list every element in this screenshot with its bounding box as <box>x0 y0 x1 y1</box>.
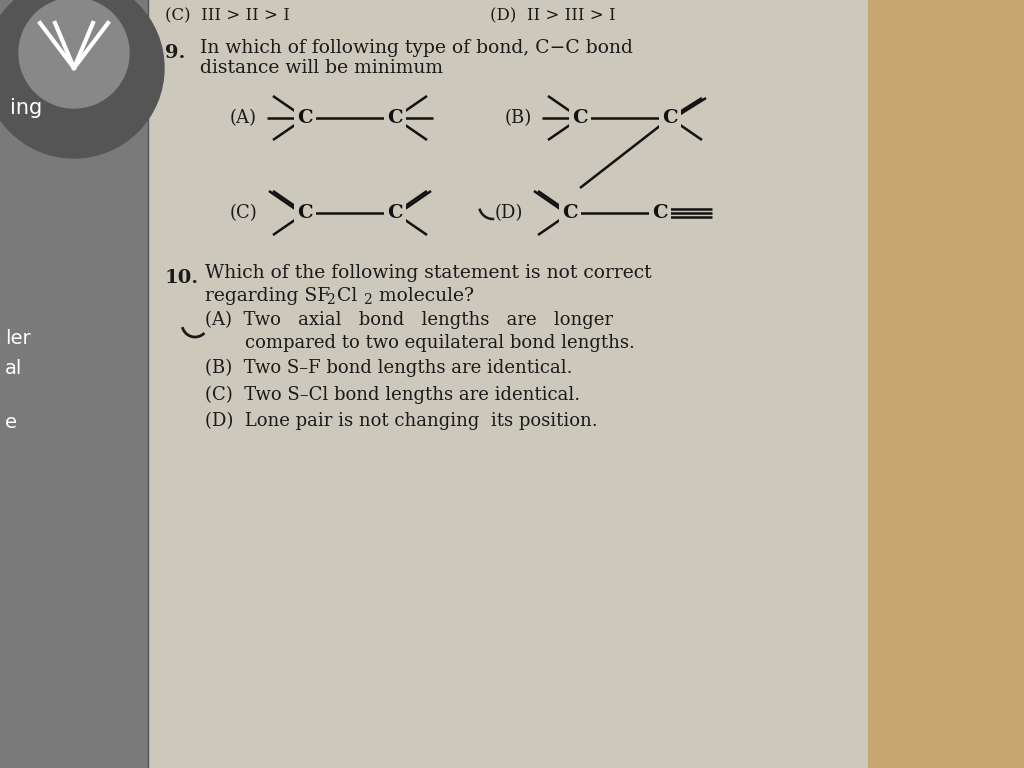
Text: e: e <box>5 413 17 432</box>
Text: ing: ing <box>10 98 42 118</box>
Text: (D): (D) <box>495 204 523 222</box>
Text: C: C <box>562 204 578 222</box>
Text: C: C <box>297 204 312 222</box>
Text: C: C <box>652 204 668 222</box>
Text: Which of the following statement is not correct: Which of the following statement is not … <box>205 264 651 282</box>
Text: (C): (C) <box>230 204 258 222</box>
Text: (C)  III > II > I: (C) III > II > I <box>165 8 290 25</box>
Text: 2: 2 <box>362 293 372 307</box>
Circle shape <box>0 0 164 158</box>
Text: C: C <box>387 204 402 222</box>
Text: Cl: Cl <box>337 287 357 305</box>
Text: C: C <box>663 109 678 127</box>
Text: In which of following type of bond, C−C bond: In which of following type of bond, C−C … <box>200 39 633 57</box>
FancyBboxPatch shape <box>0 0 148 768</box>
Text: molecule?: molecule? <box>373 287 474 305</box>
Text: compared to two equilateral bond lengths.: compared to two equilateral bond lengths… <box>245 334 635 352</box>
Text: (A): (A) <box>230 109 257 127</box>
Text: C: C <box>572 109 588 127</box>
Text: 2: 2 <box>326 293 335 307</box>
Text: al: al <box>5 359 23 378</box>
Text: (C)  Two S–Cl bond lengths are identical.: (C) Two S–Cl bond lengths are identical. <box>205 386 581 404</box>
Text: 10.: 10. <box>165 269 199 287</box>
Text: (D)  II > III > I: (D) II > III > I <box>490 8 615 25</box>
Text: (D)  Lone pair is not changing  its position.: (D) Lone pair is not changing its positi… <box>205 412 598 430</box>
Circle shape <box>19 0 129 108</box>
Text: (A)  Two   axial   bond   lengths   are   longer: (A) Two axial bond lengths are longer <box>205 311 613 329</box>
Text: (B)  Two S–F bond lengths are identical.: (B) Two S–F bond lengths are identical. <box>205 359 572 377</box>
Text: C: C <box>387 109 402 127</box>
Text: C: C <box>297 109 312 127</box>
Text: distance will be minimum: distance will be minimum <box>200 59 443 77</box>
FancyBboxPatch shape <box>148 0 868 768</box>
Text: 9.: 9. <box>165 44 185 62</box>
Text: (B): (B) <box>505 109 532 127</box>
Text: ler: ler <box>5 329 31 347</box>
Text: regarding SF: regarding SF <box>205 287 331 305</box>
